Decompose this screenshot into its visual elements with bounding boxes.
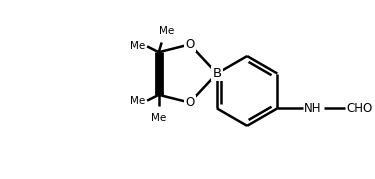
- Text: B: B: [212, 67, 222, 80]
- Text: O: O: [185, 96, 194, 109]
- Text: O: O: [185, 38, 194, 51]
- Text: Me: Me: [151, 113, 166, 123]
- Text: Me: Me: [130, 96, 145, 106]
- Text: NH: NH: [303, 102, 321, 115]
- Text: Me: Me: [130, 41, 145, 51]
- Text: CHO: CHO: [346, 102, 372, 115]
- Text: Me: Me: [159, 26, 174, 36]
